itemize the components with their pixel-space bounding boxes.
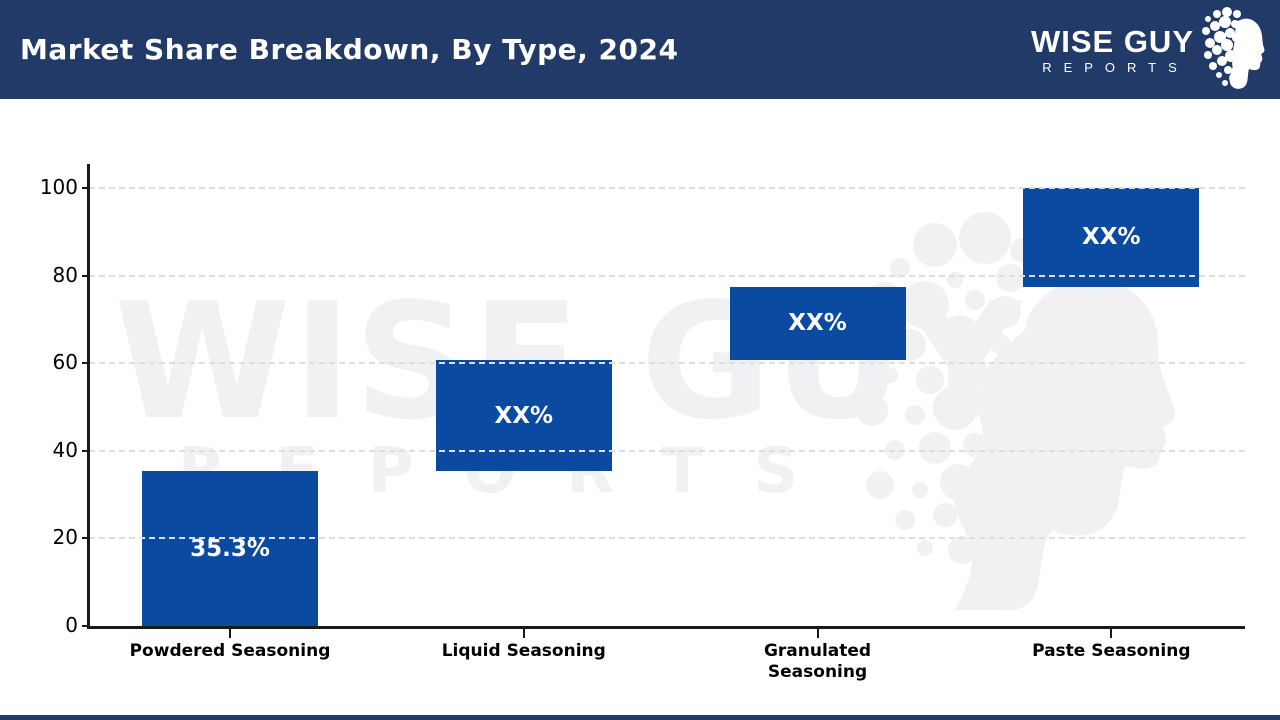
bar-liquid-seasoning [435, 360, 612, 472]
x-category-label: Granulated Seasoning [763, 641, 872, 683]
bar-value-label: XX% [494, 402, 554, 429]
x-tick-mark [816, 629, 819, 638]
y-tick-mark [82, 449, 88, 452]
x-axis-line [87, 626, 1245, 629]
y-axis-line [87, 164, 90, 629]
bar-value-label: XX% [1082, 224, 1141, 251]
wise-guy-face-icon [1202, 6, 1265, 89]
y-tick-mark [82, 537, 88, 540]
y-tick-label: 40 [52, 437, 78, 462]
header-bar: Market Share Breakdown, By Type, 2024 WI… [0, 0, 1280, 99]
y-tick-label: 0 [65, 613, 78, 637]
bar-value-label: XX% [788, 310, 847, 337]
page-title: Market Share Breakdown, By Type, 2024 [20, 33, 679, 66]
x-tick-mark [1110, 629, 1113, 638]
wise-guy-logo: WISE GUY REPORTS [1031, 6, 1266, 93]
y-tick-mark [82, 625, 88, 627]
y-tick-label: 100 [39, 175, 78, 199]
bar-value-label: 35.3% [190, 535, 270, 562]
y-tick-label: 60 [52, 350, 78, 375]
bar-paste-seasoning [1023, 188, 1200, 287]
y-tick-mark [82, 274, 88, 277]
logo-subtitle: REPORTS [1042, 59, 1189, 75]
x-tick-mark [229, 629, 231, 638]
x-category-label: Liquid Seasoning [441, 641, 606, 661]
logo-text: WISE GUY REPORTS [1031, 26, 1194, 74]
logo-brand-name: WISE GUY [1030, 23, 1194, 59]
y-tick-label: 20 [52, 525, 78, 550]
y-tick-mark [82, 362, 88, 365]
y-tick-mark [82, 187, 88, 189]
x-tick-mark [522, 629, 525, 638]
y-tick-label: 80 [52, 262, 78, 287]
x-category-label: Paste Seasoning [1032, 641, 1191, 661]
bar-powdered-seasoning [142, 471, 318, 626]
x-category-label: Powdered Seasoning [129, 641, 331, 661]
footer-bar [0, 715, 1280, 720]
